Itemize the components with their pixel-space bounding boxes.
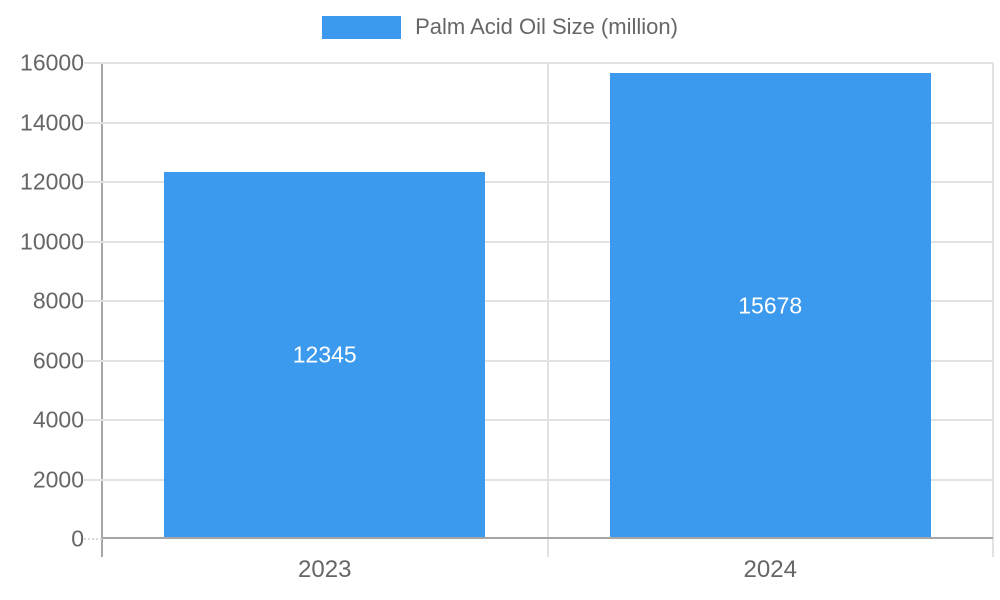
- legend-item[interactable]: Palm Acid Oil Size (million): [322, 14, 678, 40]
- y-tick: [84, 300, 102, 302]
- y-axis-label: 12000: [20, 168, 84, 195]
- y-tick: [84, 359, 102, 362]
- legend-label: Palm Acid Oil Size (million): [415, 14, 678, 39]
- y-axis-label: 8000: [32, 287, 84, 314]
- y-axis-label: 14000: [20, 109, 84, 135]
- bar-value-label: 15678: [738, 292, 803, 319]
- y-tick: [84, 62, 102, 64]
- category-separator: [546, 63, 549, 557]
- y-axis-label: 2000: [32, 466, 84, 492]
- x-axis-label: 2024: [743, 556, 797, 583]
- y-axis-label: 10000: [20, 228, 84, 254]
- category-separator: [992, 63, 994, 557]
- legend: Palm Acid Oil Size (million): [0, 14, 1000, 40]
- y-tick: [84, 478, 102, 481]
- bar[interactable]: [164, 171, 486, 539]
- y-axis-line: [101, 63, 103, 557]
- y-axis-label: 4000: [32, 406, 84, 433]
- y-tick: [84, 121, 102, 124]
- bar[interactable]: [609, 72, 931, 539]
- x-axis-label: 2023: [298, 556, 352, 583]
- y-tick: [84, 240, 102, 243]
- y-tick: [84, 538, 102, 540]
- x-axis-line: [102, 537, 993, 539]
- bar-value-label: 12345: [292, 341, 357, 368]
- y-axis-label: 0: [71, 525, 84, 552]
- plot-area: 12345 15678: [84, 62, 994, 557]
- y-axis-label: 16000: [20, 49, 84, 76]
- legend-swatch: [322, 15, 402, 39]
- y-tick: [84, 419, 102, 421]
- y-axis-labels: 0 2000 4000 6000 8000 10000 12000 14000 16000: [0, 0, 84, 600]
- y-axis-label: 6000: [32, 347, 84, 373]
- y-tick: [84, 181, 102, 183]
